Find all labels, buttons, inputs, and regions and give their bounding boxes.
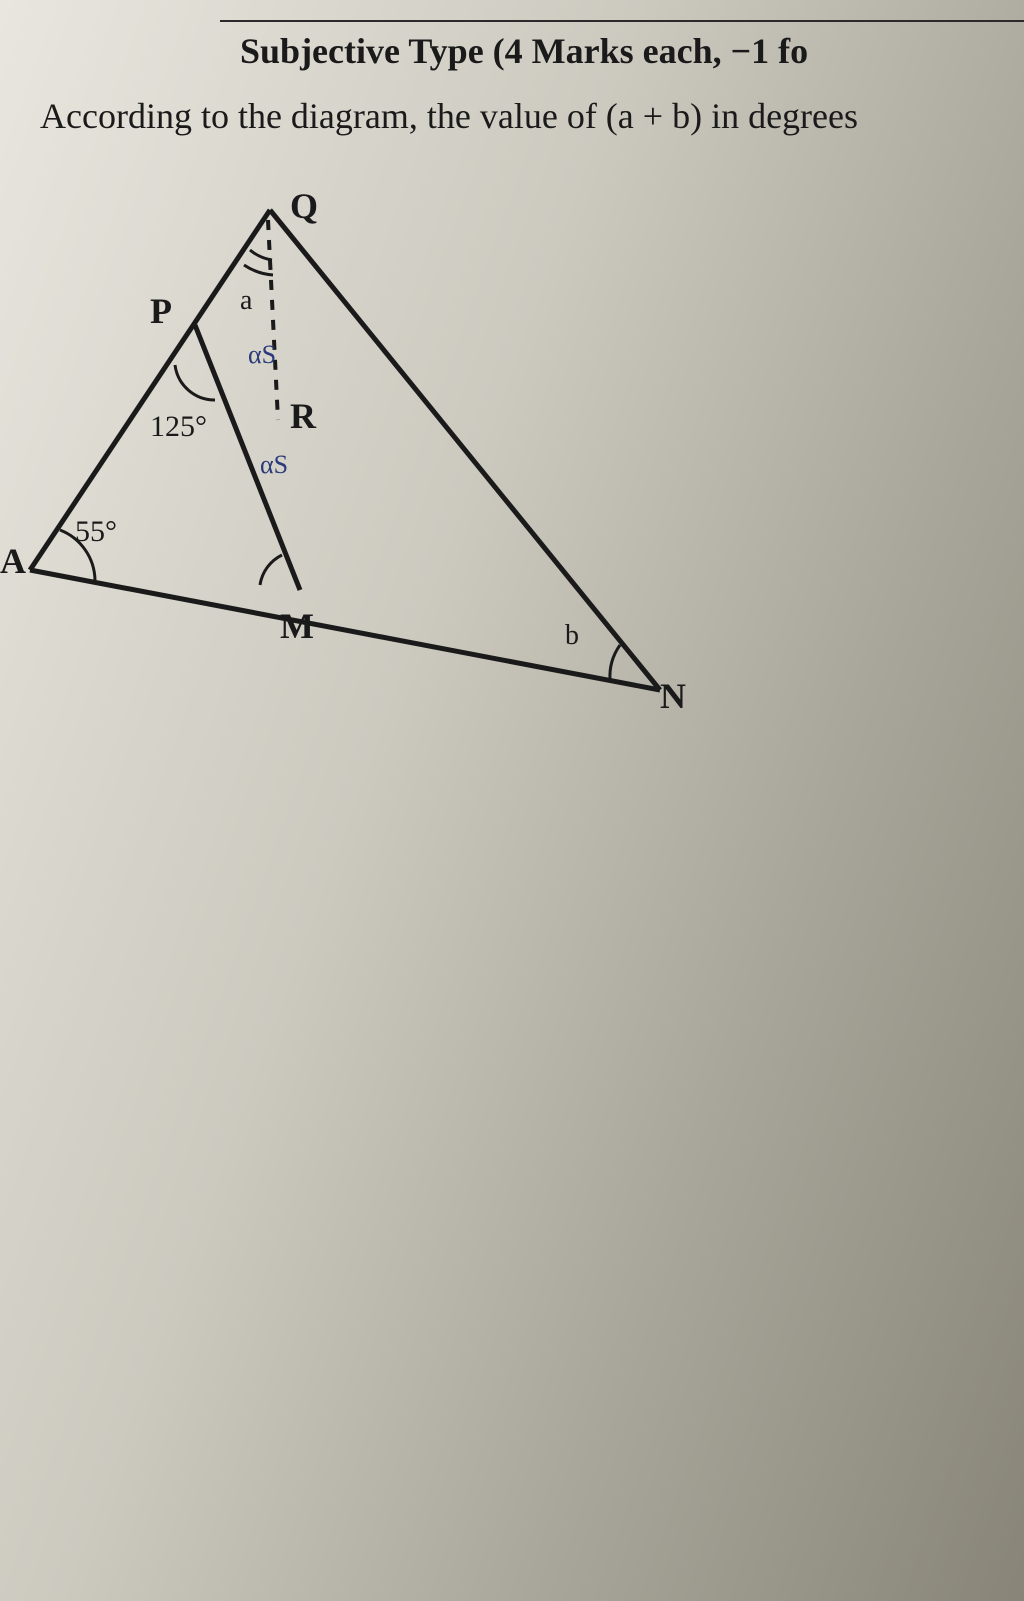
label-Q: Q: [290, 185, 318, 227]
question-text: According to the diagram, the value of (…: [40, 95, 858, 137]
section-title: Subjective Type (4 Marks each, −1 fo: [240, 30, 808, 72]
label-A: A: [0, 540, 26, 582]
arc-a: [250, 250, 272, 260]
header-rule: [220, 20, 1024, 22]
angle-125: 125°: [150, 410, 207, 444]
edge-QN: [270, 210, 660, 690]
edge-QA: [30, 210, 270, 570]
label-N: N: [660, 675, 686, 717]
handwritten-1: αS: [248, 340, 276, 370]
angle-55: 55°: [75, 515, 117, 549]
arc-M: [260, 555, 282, 585]
angle-a: a: [240, 285, 252, 317]
label-P: P: [150, 290, 172, 332]
label-M: M: [280, 605, 314, 647]
diagram-svg: [0, 170, 720, 810]
page: Subjective Type (4 Marks each, −1 fo Acc…: [0, 0, 1024, 1601]
label-R: R: [290, 395, 316, 437]
edge-QR-dashed: [268, 220, 278, 420]
arc-b: [610, 645, 620, 680]
geometry-diagram: Q P R A M N a 125° 55° b αS αS: [0, 170, 720, 810]
angle-b: b: [565, 620, 579, 652]
handwritten-2: αS: [260, 450, 288, 480]
arc-125: [175, 365, 215, 400]
